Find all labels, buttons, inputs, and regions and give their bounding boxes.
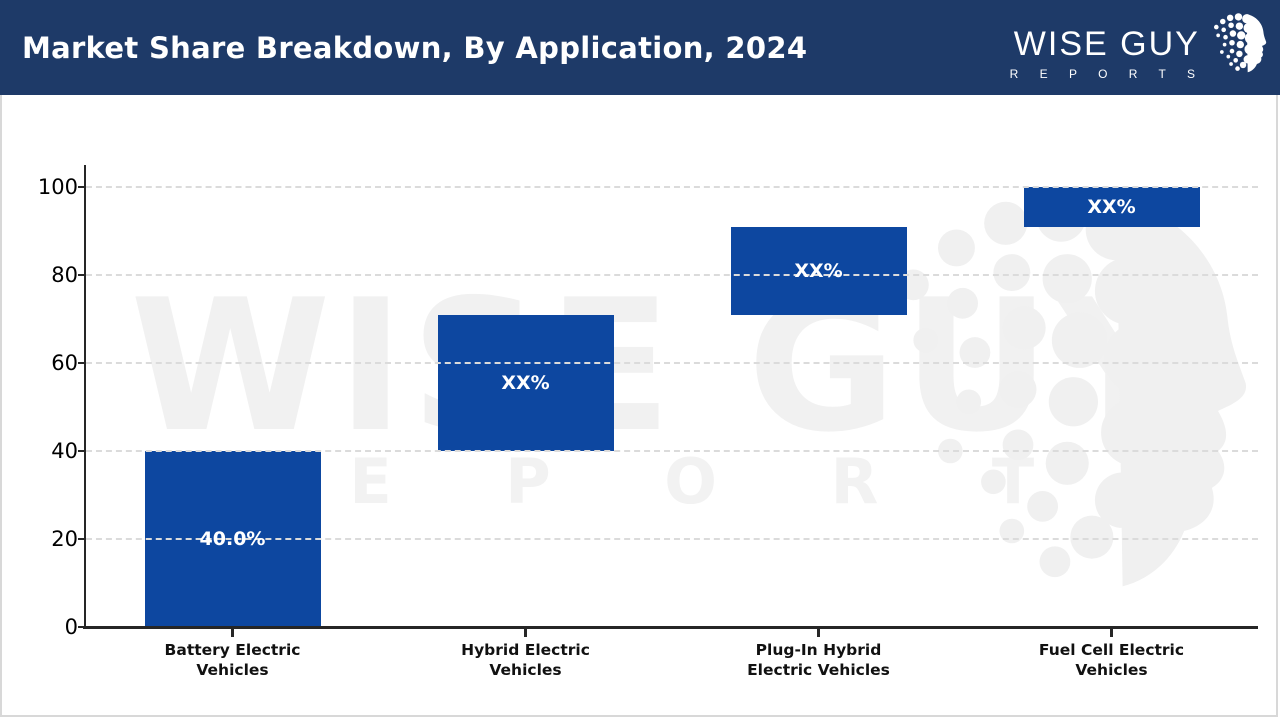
watermark-head-icon [858,180,1258,642]
y-tick [78,362,86,364]
category-label: Battery Electric Vehicles [164,641,301,679]
gridline [86,362,1258,364]
y-tick [78,538,86,540]
gridline [86,450,1258,452]
y-tick-label: 60 [51,351,78,375]
wiseguy-logo: WISE GUY R E P O R T S [1010,9,1268,83]
category-label: Plug-In Hybrid Electric Vehicles [747,641,890,679]
y-tick-label: 40 [51,439,78,463]
bar [1023,187,1200,227]
x-tick [524,629,527,637]
bar [730,226,907,315]
page-title: Market Share Breakdown, By Application, … [22,31,808,65]
bar-label: XX% [794,259,843,282]
y-tick [78,274,86,276]
y-tick-label: 0 [64,615,78,639]
logo-text: WISE GUY R E P O R T S [1010,25,1204,81]
y-tick-label: 100 [37,175,78,199]
y-tick [78,186,86,188]
y-axis-line [83,165,86,629]
x-axis-line [83,626,1258,629]
logo-wordmark: WISE GUY [1013,25,1200,63]
bar-label: XX% [1087,195,1136,218]
x-tick [817,629,820,637]
y-tick-label: 80 [51,263,78,287]
y-tick [78,626,86,628]
x-tick [231,629,234,637]
logo-subtext: R E P O R T S [1009,67,1204,81]
watermark-subtext: R E P O R T S [188,445,1239,518]
gridline [86,538,1258,540]
bar-label: XX% [501,371,550,394]
y-tick-label: 20 [51,527,78,551]
category-label: Hybrid Electric Vehicles [461,641,590,679]
logo-head-icon [1208,9,1268,83]
chart-canvas: WISE GUY R E P O R T S 0 20 40 60 80 100 40.0%… [0,95,1280,720]
x-tick [1110,629,1113,637]
gridline [86,186,1258,188]
category-label: Fuel Cell Electric Vehicles [1038,641,1185,679]
gridline [86,274,1258,276]
y-tick [78,450,86,452]
bar-label: 40.0% [199,528,266,550]
watermark-wordmark: WISE GUY [130,260,1195,472]
bar [437,314,614,451]
header-bar: Market Share Breakdown, By Application, … [0,0,1280,95]
